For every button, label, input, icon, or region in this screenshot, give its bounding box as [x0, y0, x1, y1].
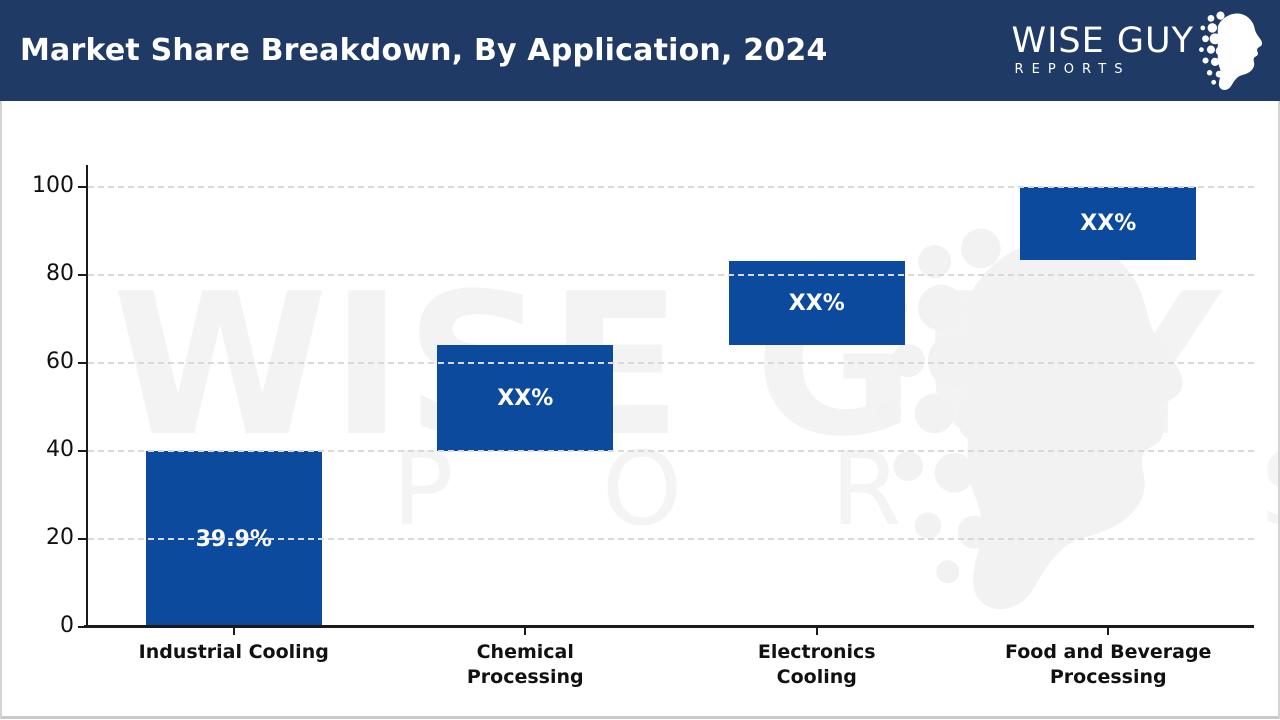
gridline [88, 362, 1254, 364]
y-axis-line [86, 165, 88, 627]
logo-wordmark: WISE GUY REPORTS [1011, 21, 1194, 78]
bar: XX% [1020, 187, 1197, 261]
gridline [88, 186, 1254, 188]
logo-subtitle: REPORTS [1014, 62, 1131, 77]
category-label: Electronics Cooling [757, 641, 876, 689]
y-tick-label: 40 [46, 437, 74, 462]
x-tick-mark [232, 628, 235, 635]
x-axis-line [84, 625, 1254, 628]
y-tick-label: 80 [46, 261, 74, 286]
y-tick-mark [78, 538, 86, 540]
gridline [88, 538, 1254, 540]
gridline [88, 274, 1254, 276]
x-tick-mark [524, 628, 527, 635]
header-bar: Market Share Breakdown, By Application, … [0, 0, 1280, 101]
y-tick-mark [78, 362, 86, 364]
bar-value-label: XX% [497, 385, 554, 411]
x-tick-mark [815, 628, 818, 635]
y-tick-label: 100 [32, 173, 74, 198]
y-tick-mark [78, 626, 86, 628]
bar-value-label: XX% [1080, 211, 1137, 237]
y-tick-mark [78, 274, 86, 276]
logo-name: WISE GUY [1011, 21, 1194, 61]
category-label: Industrial Cooling [138, 641, 329, 663]
x-tick-mark [1107, 628, 1110, 635]
y-tick-label: 60 [46, 349, 74, 374]
page-title: Market Share Breakdown, By Application, … [20, 33, 828, 68]
y-tick-mark [78, 186, 86, 188]
dotted-head-profile-icon [1196, 10, 1264, 92]
category-label: Food and Beverage Processing [1005, 641, 1212, 689]
wise-guy-logo: WISE GUY REPORTS [1011, 10, 1264, 92]
y-tick-mark [78, 450, 86, 452]
bar-value-label: XX% [788, 290, 845, 316]
y-tick-label: 0 [60, 613, 74, 638]
category-label: Chemical Processing [466, 641, 584, 689]
gridline [88, 450, 1254, 452]
y-tick-label: 20 [46, 525, 74, 550]
